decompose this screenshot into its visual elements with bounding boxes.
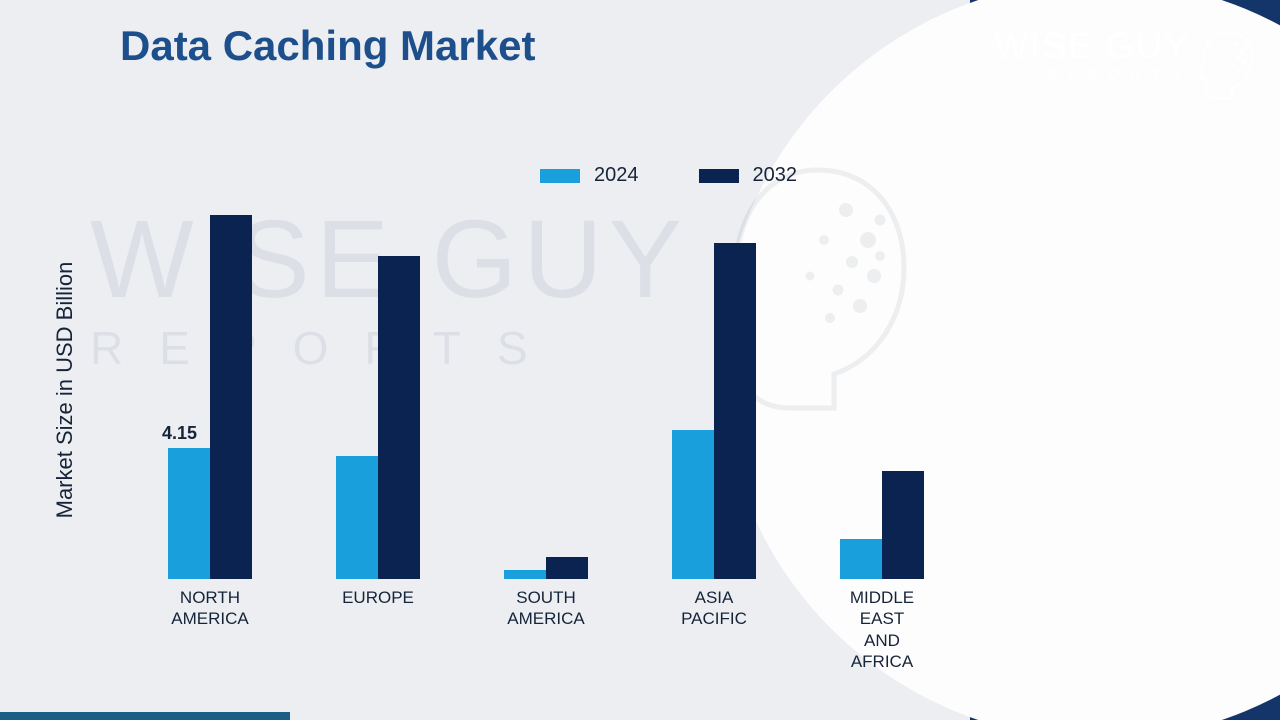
legend-label-2032: 2032 xyxy=(753,164,798,187)
category-label: SOUTH AMERICA xyxy=(476,587,616,630)
bar-2024 xyxy=(336,456,378,580)
bar-2032 xyxy=(210,215,252,579)
bar-2024 xyxy=(840,539,882,579)
bar-2024 xyxy=(672,430,714,579)
brand-head-icon xyxy=(1198,28,1258,100)
bottom-strip xyxy=(0,712,290,720)
legend-item-2032: 2032 xyxy=(699,164,798,187)
category-label: ASIA PACIFIC xyxy=(644,587,784,630)
bar-2024: 4.15 xyxy=(168,448,210,579)
legend-item-2024: 2024 xyxy=(540,164,639,187)
legend-swatch-2032 xyxy=(699,169,739,183)
category-label: MIDDLE EAST AND AFRICA xyxy=(812,587,952,672)
bar-value-label: 4.15 xyxy=(162,423,197,444)
legend-swatch-2024 xyxy=(540,169,580,183)
brand-line2: REPORTS xyxy=(994,66,1190,83)
bar-2032 xyxy=(714,243,756,579)
bar-2024 xyxy=(504,570,546,580)
legend: 2024 2032 xyxy=(540,164,797,187)
plot-area: 4.15NORTH AMERICAEUROPESOUTH AMERICAASIA… xyxy=(130,200,950,580)
bar-2032 xyxy=(546,557,588,579)
bar-chart: Market Size in USD Billion 4.15NORTH AME… xyxy=(110,200,950,580)
legend-label-2024: 2024 xyxy=(594,164,639,187)
brand-line1: WISE GUY xyxy=(994,28,1190,64)
chart-title: Data Caching Market xyxy=(120,22,535,70)
category-label: NORTH AMERICA xyxy=(140,587,280,630)
category-label: EUROPE xyxy=(308,587,448,608)
brand-logo: WISE GUY REPORTS xyxy=(994,28,1258,100)
right-panel xyxy=(970,0,1280,720)
y-axis-label: Market Size in USD Billion xyxy=(52,262,78,519)
bar-2032 xyxy=(882,471,924,579)
bar-2032 xyxy=(378,256,420,579)
